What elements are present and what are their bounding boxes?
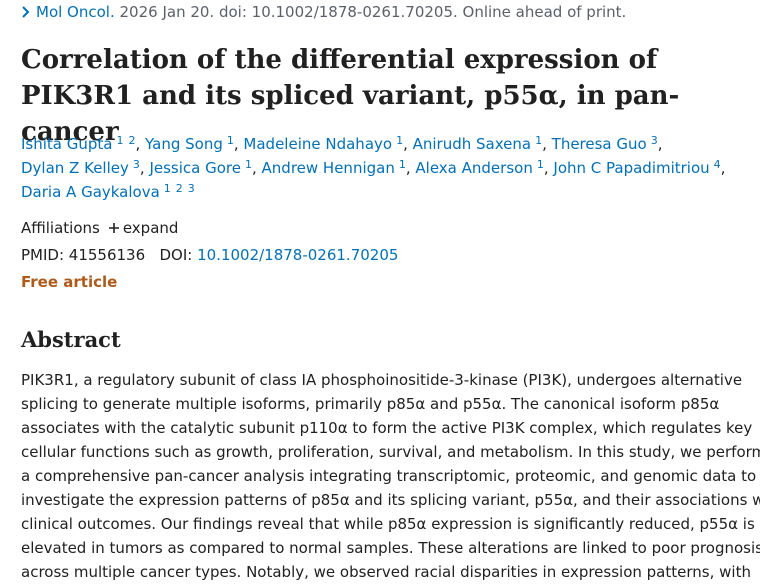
- separator: ,: [720, 159, 726, 177]
- separator: ,: [135, 135, 141, 153]
- citation-details: 2026 Jan 20. doi: 10.1002/1878-0261.7020…: [119, 3, 627, 21]
- doi-link[interactable]: 10.1002/1878-0261.70205: [197, 246, 399, 264]
- affiliation-number[interactable]: 4: [713, 158, 721, 171]
- abstract-line: a comprehensive pan-cancer analysis inte…: [21, 467, 757, 485]
- author: Theresa Guo 3,: [552, 135, 663, 153]
- separator: ,: [657, 135, 663, 153]
- separator: ,: [403, 135, 408, 153]
- affiliation-number[interactable]: 2: [128, 134, 136, 147]
- affiliation-number[interactable]: 3: [650, 134, 658, 147]
- pmid: 41556136: [68, 246, 146, 264]
- author: Jessica Gore 1,: [149, 159, 256, 177]
- author: Alexa Anderson 1,: [415, 159, 548, 177]
- free-article: Free article: [21, 273, 118, 291]
- chevron-icon: [22, 6, 30, 18]
- affiliation-number[interactable]: 2: [175, 182, 183, 195]
- author: Dylan Z Kelley 3,: [21, 159, 145, 177]
- author-name[interactable]: Ishita Gupta: [21, 135, 113, 153]
- affiliation-number[interactable]: 3: [132, 158, 140, 171]
- affiliation-numbers: 4: [714, 158, 721, 171]
- author-name[interactable]: Madeleine Ndahayo: [243, 135, 393, 153]
- separator: ,: [542, 135, 547, 153]
- abstract-text: PIK3R1, a regulatory subunit of class IA…: [21, 368, 760, 584]
- identifiers: PMID: 41556136 DOI: 10.1002/1878-0261.70…: [21, 246, 398, 264]
- author: Daria A Gaykalova 1 2 3: [21, 183, 195, 201]
- separator: ,: [251, 159, 257, 177]
- affiliations-label: Affiliations: [21, 219, 100, 237]
- affiliation-number[interactable]: 1: [244, 158, 252, 171]
- abstract-line: elevated in tumors as compared to normal…: [21, 539, 760, 557]
- author-name[interactable]: Daria A Gaykalova: [21, 183, 160, 201]
- citation: Mol Oncol. 2026 Jan 20. doi: 10.1002/187…: [21, 3, 626, 21]
- expand-button[interactable]: expand: [122, 219, 179, 237]
- author-name[interactable]: Yang Song: [145, 135, 223, 153]
- affiliation-numbers: 1: [227, 134, 234, 147]
- separator: ,: [543, 159, 549, 177]
- affiliation-numbers: 1: [399, 158, 406, 171]
- affiliation-numbers: 3: [133, 158, 140, 171]
- author-name[interactable]: Dylan Z Kelley: [21, 159, 129, 177]
- affiliation-numbers: 1: [396, 134, 403, 147]
- affiliation-number[interactable]: 3: [187, 182, 195, 195]
- plus-icon[interactable]: [108, 222, 120, 234]
- affiliation-numbers: 1: [537, 158, 544, 171]
- abstract-line: across multiple cancer types. Notably, w…: [21, 563, 751, 581]
- author-name[interactable]: Alexa Anderson: [415, 159, 533, 177]
- journal-link[interactable]: Mol Oncol.: [36, 3, 115, 21]
- author: Andrew Hennigan 1,: [262, 159, 411, 177]
- separator: ,: [233, 135, 239, 153]
- affiliation-number[interactable]: 1: [535, 134, 543, 147]
- author-name[interactable]: John C Papadimitriou: [553, 159, 710, 177]
- affiliation-numbers: 1: [245, 158, 252, 171]
- author: Ishita Gupta 1 2,: [21, 135, 140, 153]
- author-list: Ishita Gupta 1 2, Yang Song 1, Madeleine Nd…: [21, 132, 741, 204]
- author: Yang Song 1,: [145, 135, 239, 153]
- abstract-heading: Abstract: [21, 327, 121, 352]
- doi-label: DOI:: [159, 246, 193, 264]
- author-name[interactable]: Andrew Hennigan: [261, 159, 395, 177]
- separator: ,: [405, 159, 411, 177]
- pmid-label: PMID:: [21, 246, 65, 264]
- page: Mol Oncol. 2026 Jan 20. doi: 10.1002/187…: [21, 3, 760, 581]
- affiliation-number[interactable]: 1: [163, 182, 171, 195]
- affiliation-number[interactable]: 1: [396, 134, 404, 147]
- affiliation-number[interactable]: 1: [116, 134, 124, 147]
- author-name[interactable]: Jessica Gore: [149, 159, 241, 177]
- affiliation-numbers: 3: [651, 134, 658, 147]
- abstract-line: clinical outcomes. Our findings reveal t…: [21, 515, 755, 533]
- abstract-line: splicing to generate multiple isoforms, …: [21, 395, 720, 413]
- affiliation-number[interactable]: 1: [398, 158, 406, 171]
- separator: ,: [139, 159, 145, 177]
- author-name[interactable]: Anirudh Saxena: [412, 135, 532, 153]
- affiliation-number[interactable]: 1: [536, 158, 544, 171]
- article-title: Correlation of the differential expressi…: [21, 45, 680, 147]
- affiliation-numbers: 1: [535, 134, 542, 147]
- author: Madeleine Ndahayo 1,: [243, 135, 407, 153]
- abstract-line: cellular functions such as growth, proli…: [21, 443, 760, 461]
- author: John C Papadimitriou 4,: [553, 159, 725, 177]
- abstract-line: PIK3R1, a regulatory subunit of class IA…: [21, 371, 743, 389]
- affiliations-row: Affiliations expand: [21, 219, 178, 237]
- abstract-line: investigate the expression patterns of p…: [21, 491, 760, 509]
- author-name[interactable]: Theresa Guo: [551, 135, 647, 153]
- affiliation-number[interactable]: 1: [226, 134, 234, 147]
- author: Anirudh Saxena 1,: [413, 135, 547, 153]
- abstract-line: associates with the catalytic subunit p1…: [21, 419, 753, 437]
